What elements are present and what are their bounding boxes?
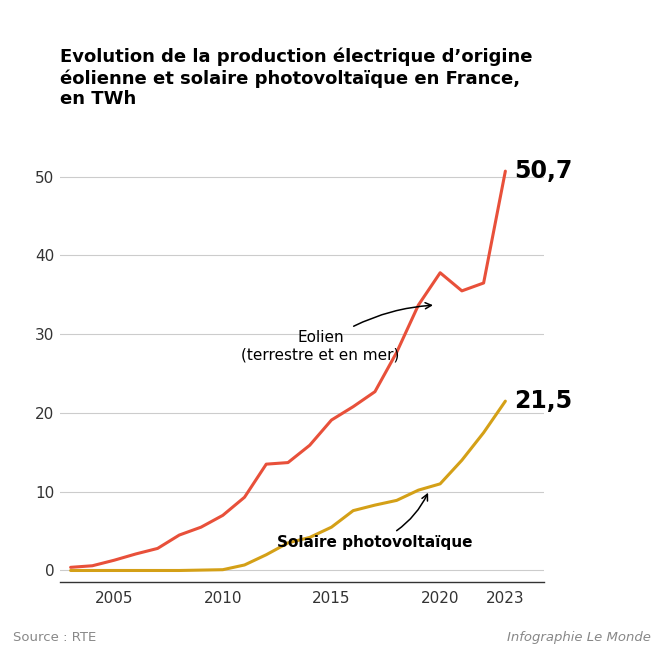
Text: Source : RTE: Source : RTE (13, 631, 96, 644)
Text: Eolien
(terrestre et en mer): Eolien (terrestre et en mer) (242, 303, 432, 363)
Text: Evolution de la production électrique d’origine
éolienne et solaire photovoltaïq: Evolution de la production électrique d’… (60, 48, 533, 109)
Text: 50,7: 50,7 (514, 159, 572, 183)
Text: Solaire photovoltaïque: Solaire photovoltaïque (277, 494, 473, 550)
Text: 21,5: 21,5 (514, 389, 572, 413)
Text: Infographie Le Monde: Infographie Le Monde (507, 631, 651, 644)
